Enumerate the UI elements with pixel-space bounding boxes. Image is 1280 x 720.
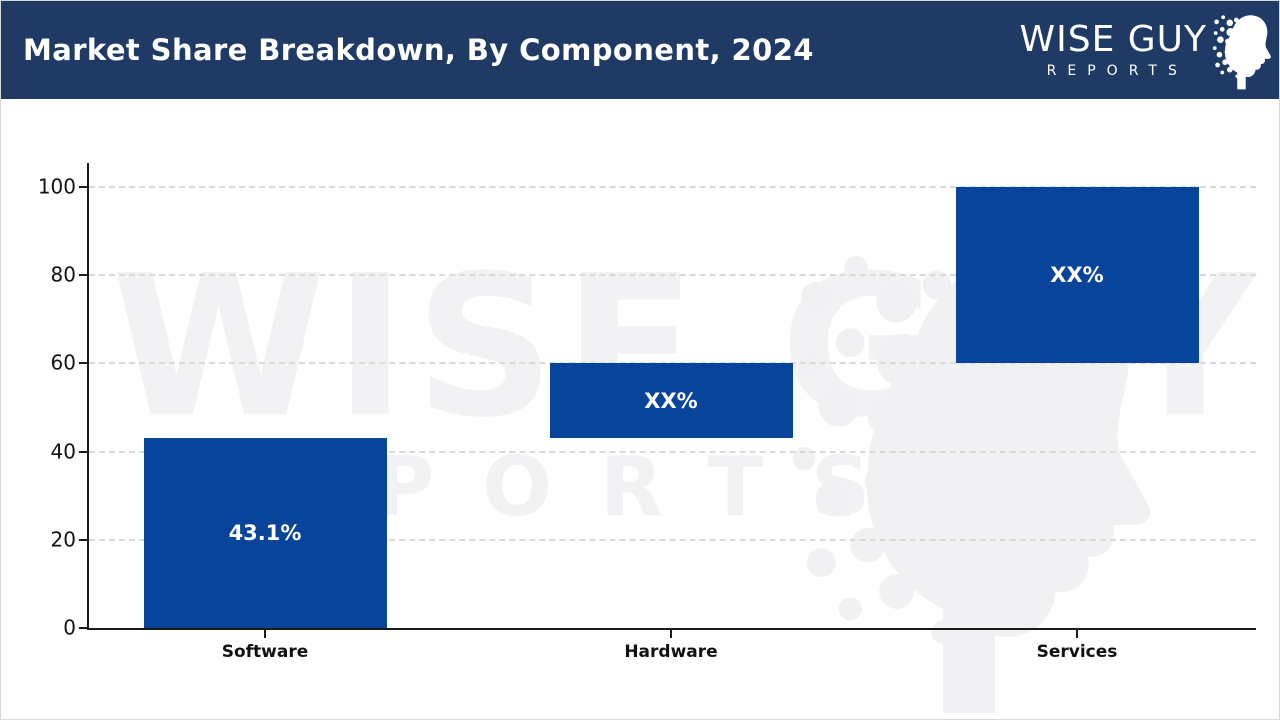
category-label-services: Services <box>1036 642 1118 662</box>
bar-value-label: 43.1% <box>228 520 302 545</box>
x-tick-software <box>264 630 266 638</box>
header-bar: Market Share Breakdown, By Component, 20… <box>1 1 1279 99</box>
bar-services: XX% <box>955 187 1199 364</box>
bar-value-label: XX% <box>1050 263 1104 288</box>
y-tick-20 <box>79 538 88 541</box>
brand-name: WISE GUY <box>1019 19 1207 60</box>
gridline-40 <box>89 450 1256 453</box>
logo-face-icon <box>1212 15 1271 90</box>
bar-software: 43.1% <box>143 437 387 628</box>
y-tick-label-100: 100 <box>37 174 76 199</box>
y-tick-80 <box>79 274 88 277</box>
bar-hardware: XX% <box>549 363 793 438</box>
gridline-80 <box>89 274 1256 277</box>
chart-title: Market Share Breakdown, By Component, 20… <box>23 33 814 67</box>
y-tick-0 <box>79 627 88 629</box>
brand-subname: REPORTS <box>1046 63 1188 79</box>
brand-logo-text: WISE GUY REPORTS <box>1019 19 1208 79</box>
x-tick-services <box>1076 630 1078 638</box>
bar-value-label: XX% <box>644 388 698 413</box>
y-axis-line <box>87 163 89 630</box>
category-label-software: Software <box>221 642 309 662</box>
chart-area: WISE GUY REPORTS 0 20 40 60 80 100 43.1% Softwa… <box>1 99 1279 719</box>
category-label-hardware: Hardware <box>624 642 718 662</box>
y-tick-60 <box>79 362 88 365</box>
gridline-20 <box>89 538 1256 541</box>
y-tick-label-80: 80 <box>50 262 76 287</box>
y-tick-label-60: 60 <box>50 350 76 375</box>
y-tick-label-0: 0 <box>63 615 76 640</box>
y-tick-100 <box>79 186 88 188</box>
brand-logo: WISE GUY REPORTS <box>1020 10 1272 90</box>
gridline-100 <box>89 186 1256 188</box>
y-tick-label-40: 40 <box>50 439 76 464</box>
x-axis-line <box>87 628 1256 630</box>
x-tick-hardware <box>670 630 672 638</box>
y-tick-40 <box>79 450 88 453</box>
y-tick-label-20: 20 <box>50 527 76 552</box>
watermark-head-icon <box>792 255 1151 713</box>
